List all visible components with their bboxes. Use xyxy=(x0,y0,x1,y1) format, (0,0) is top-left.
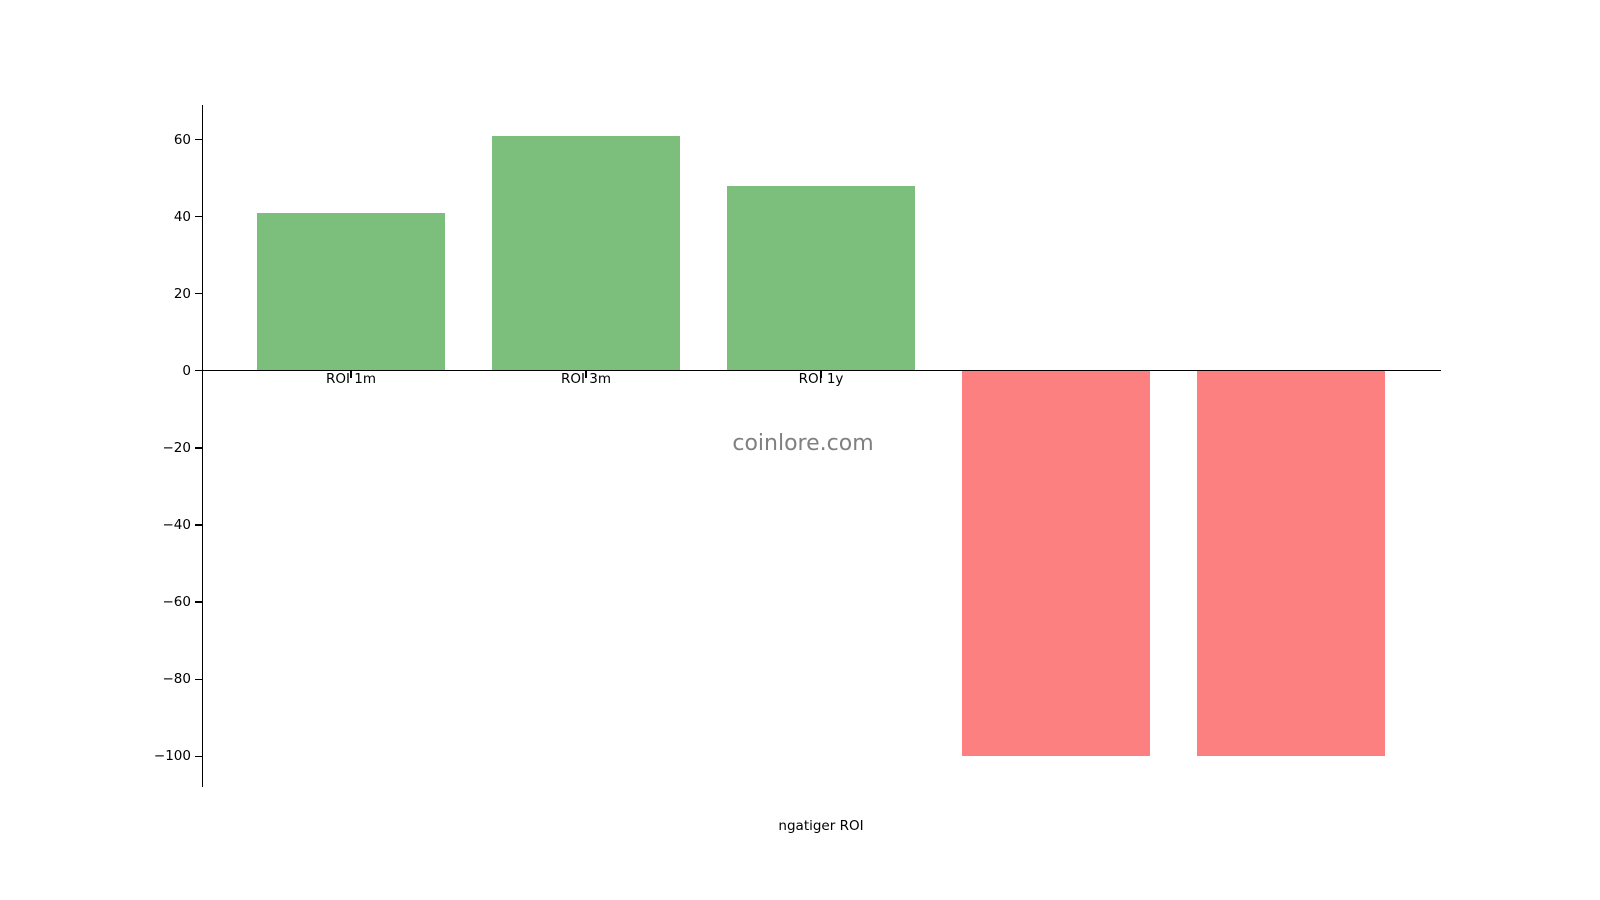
y-tick-label: −20 xyxy=(162,439,192,456)
bar-roi-1y xyxy=(727,185,915,371)
y-tick-mark xyxy=(195,678,202,680)
y-tick-mark xyxy=(195,524,202,526)
x-tick-label-roi-1y: ROI 1y xyxy=(798,370,844,387)
x-tick-mark xyxy=(350,370,352,378)
y-tick-label: −80 xyxy=(162,671,192,688)
y-tick-mark xyxy=(195,370,202,372)
bar-neg-5 xyxy=(1197,370,1385,757)
y-tick-mark xyxy=(195,293,202,295)
y-tick-mark xyxy=(195,216,202,218)
y-axis-spine xyxy=(202,105,204,787)
y-tick-label: 60 xyxy=(173,131,191,148)
y-tick-label: −60 xyxy=(162,594,192,611)
y-tick-label: 40 xyxy=(173,208,191,225)
watermark-text: coinlore.com xyxy=(732,431,874,456)
bar-roi-1m xyxy=(257,212,445,371)
y-tick-label: −100 xyxy=(153,748,191,765)
y-tick-label: −40 xyxy=(162,516,192,533)
x-tick-label-roi-1m: ROI 1m xyxy=(325,370,377,387)
x-tick-mark xyxy=(585,370,587,378)
y-tick-label: 0 xyxy=(182,362,191,379)
x-tick-mark xyxy=(820,370,822,378)
y-tick-mark xyxy=(195,601,202,603)
x-axis-zero-line xyxy=(200,370,1442,372)
y-tick-label: 20 xyxy=(173,285,191,302)
y-tick-mark xyxy=(195,755,202,757)
bar-roi-3m xyxy=(492,135,680,371)
x-axis-label: ngatiger ROI xyxy=(778,818,864,834)
y-tick-mark xyxy=(195,139,202,141)
x-tick-label-roi-3m: ROI 3m xyxy=(560,370,612,387)
bar-neg-4 xyxy=(962,370,1150,757)
y-tick-mark xyxy=(195,447,202,449)
